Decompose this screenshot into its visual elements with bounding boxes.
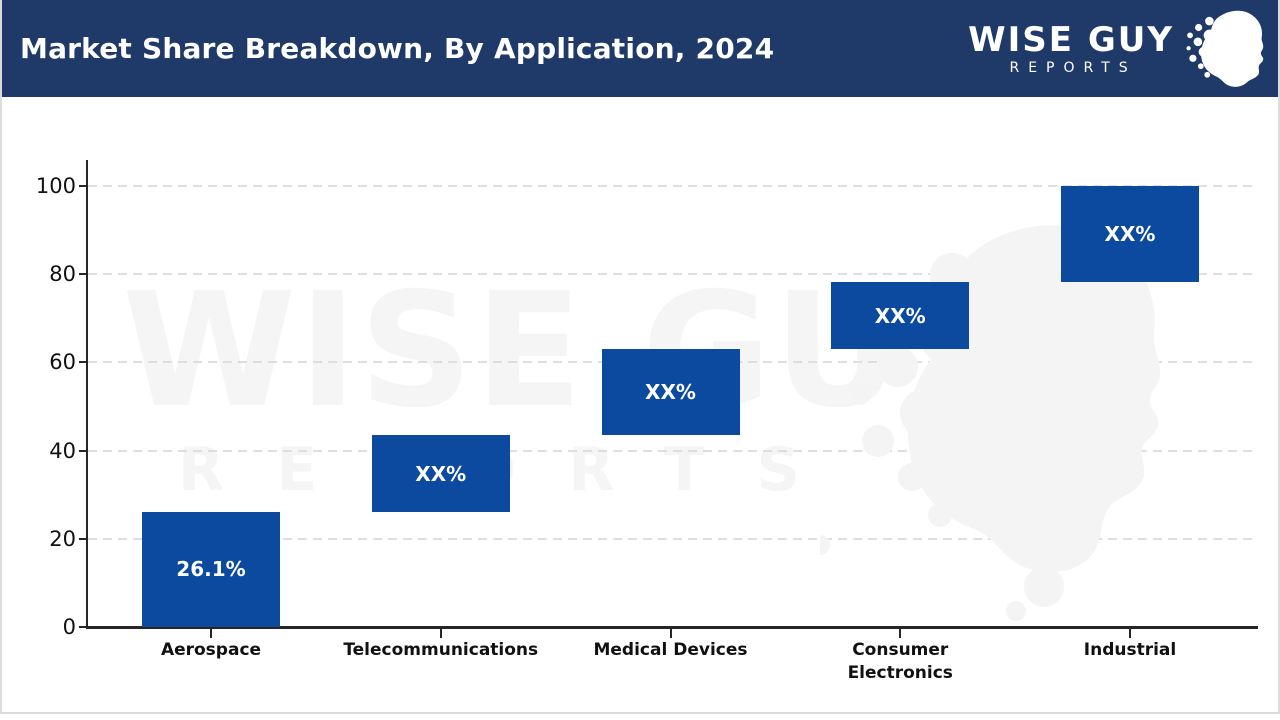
x-tick-4	[1129, 629, 1131, 638]
gridline-20	[88, 537, 1258, 540]
gridline-100	[88, 185, 1258, 187]
x-tick-2	[669, 629, 672, 638]
x-category-label: Medical Devices	[593, 640, 748, 660]
bar-medical-devices: XX%	[601, 349, 740, 436]
bar-value-label: XX%	[415, 461, 467, 486]
bar-industrial: XX%	[1061, 186, 1199, 283]
header: Market Share Breakdown, By Application, …	[0, 0, 1280, 97]
y-tick-0	[79, 626, 88, 628]
gridline-40	[88, 449, 1258, 452]
y-tick-label-20: 20	[49, 526, 76, 551]
brand-logo: WISE GUY REPORTS	[968, 8, 1266, 90]
y-tick-40	[79, 449, 88, 452]
bar-consumer-electronics: XX%	[831, 282, 970, 350]
brand-logo-text: WISE GUY REPORTS	[968, 23, 1174, 75]
y-tick-label-80: 80	[49, 262, 76, 287]
y-tick-60	[79, 361, 88, 364]
y-tick-20	[79, 537, 88, 540]
bar-value-label: 26.1%	[176, 557, 246, 582]
bar-value-label: XX%	[1104, 222, 1156, 247]
logo-subtext: REPORTS	[1009, 59, 1137, 76]
bar-value-label: XX%	[645, 380, 696, 405]
bar-value-label: XX%	[874, 303, 926, 328]
bar-telecommunications: XX%	[371, 435, 510, 512]
gridline-80	[88, 273, 1258, 276]
x-category-label: Consumer Electronics	[847, 640, 953, 683]
x-category-label: Telecommunications	[343, 640, 539, 660]
bar-aerospace: 26.1%	[142, 511, 280, 627]
y-tick-80	[79, 273, 88, 276]
y-axis-line	[86, 160, 88, 629]
x-category-label: Aerospace	[160, 640, 262, 660]
y-tick-label-100: 100	[35, 174, 76, 198]
page-title: Market Share Breakdown, By Application, …	[20, 32, 775, 65]
y-tick-label-60: 60	[49, 350, 76, 375]
x-tick-3	[899, 629, 902, 638]
x-tick-0	[210, 629, 212, 638]
logo-face-icon	[1186, 10, 1264, 87]
x-tick-1	[439, 629, 442, 638]
y-tick-label-40: 40	[49, 438, 76, 463]
x-category-label: Industrial	[1083, 640, 1177, 660]
x-axis-line	[86, 626, 1258, 629]
y-tick-label-0: 0	[62, 615, 76, 639]
y-tick-100	[79, 185, 88, 187]
logo-wordmark: WISE GUY	[968, 19, 1174, 60]
